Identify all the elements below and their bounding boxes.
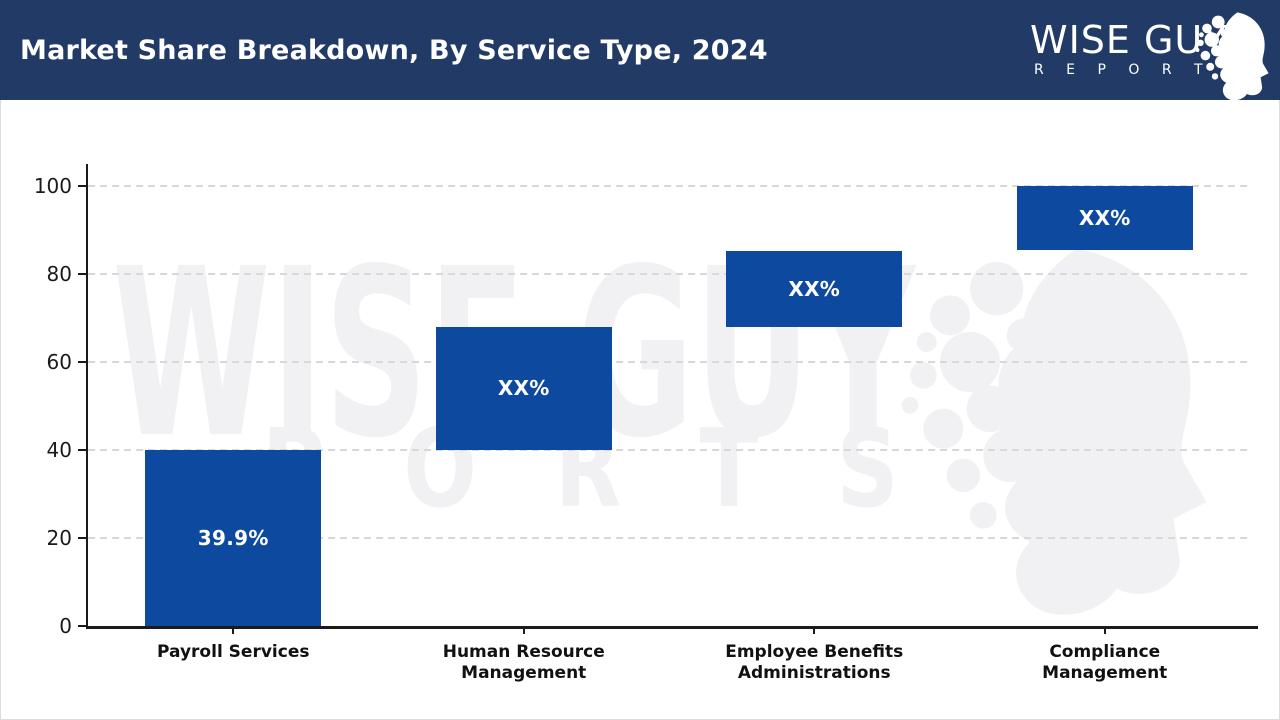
y-tick-label-60: 60 bbox=[46, 350, 72, 374]
y-tick-20 bbox=[78, 537, 86, 539]
y-tick-label-80: 80 bbox=[46, 262, 72, 286]
head-profile-icon bbox=[1195, 12, 1269, 101]
header-bar: Market Share Breakdown, By Service Type,… bbox=[0, 0, 1280, 101]
y-tick-40 bbox=[78, 449, 86, 451]
y-tick-60 bbox=[78, 361, 86, 363]
gridline-y-40 bbox=[88, 449, 1250, 451]
y-tick-80 bbox=[78, 273, 86, 275]
y-tick-label-100: 100 bbox=[33, 174, 72, 198]
gridline-y-60 bbox=[88, 361, 1250, 363]
x-axis-line bbox=[86, 626, 1258, 629]
y-tick-100 bbox=[78, 185, 86, 187]
bar-4: XX% bbox=[1016, 186, 1193, 250]
category-label: Compliance Management bbox=[1042, 642, 1168, 683]
gridline-y-100 bbox=[88, 185, 1250, 187]
x-tick-2 bbox=[522, 626, 525, 634]
plot-area: 0 20 40 60 80 100 39.9% Payroll Services XX% Huma… bbox=[34, 175, 1250, 683]
brand-logo: WISE GUY R E P O R T S bbox=[1012, 10, 1269, 101]
brand-name: WISE GUY bbox=[1030, 18, 1228, 62]
category-label: Employee Benefits Administrations bbox=[725, 642, 904, 683]
y-tick-label-20: 20 bbox=[46, 526, 72, 550]
y-tick-label-0: 0 bbox=[59, 614, 72, 638]
page-title: Market Share Breakdown, By Service Type,… bbox=[20, 34, 768, 66]
y-tick-0 bbox=[78, 625, 86, 627]
gridline-y-80 bbox=[88, 273, 1250, 275]
category-label: Human Resource Management bbox=[442, 642, 605, 683]
bar-2: XX% bbox=[435, 326, 612, 450]
bar-value-label: 39.9% bbox=[197, 526, 269, 551]
bar-1: 39.9% bbox=[145, 450, 322, 626]
y-axis-line bbox=[86, 164, 88, 629]
x-tick-3 bbox=[813, 626, 816, 634]
bar-value-label: XX% bbox=[497, 376, 550, 401]
brand-subtitle: R E P O R T S bbox=[1034, 62, 1243, 78]
x-tick-4 bbox=[1103, 626, 1106, 634]
bar-value-label: XX% bbox=[788, 276, 841, 301]
gridline-y-20 bbox=[88, 537, 1250, 539]
category-label: Payroll Services bbox=[157, 642, 310, 662]
bar-value-label: XX% bbox=[1078, 205, 1131, 230]
bar-3: XX% bbox=[726, 250, 903, 327]
x-tick-1 bbox=[232, 626, 235, 634]
y-tick-label-40: 40 bbox=[46, 438, 72, 462]
